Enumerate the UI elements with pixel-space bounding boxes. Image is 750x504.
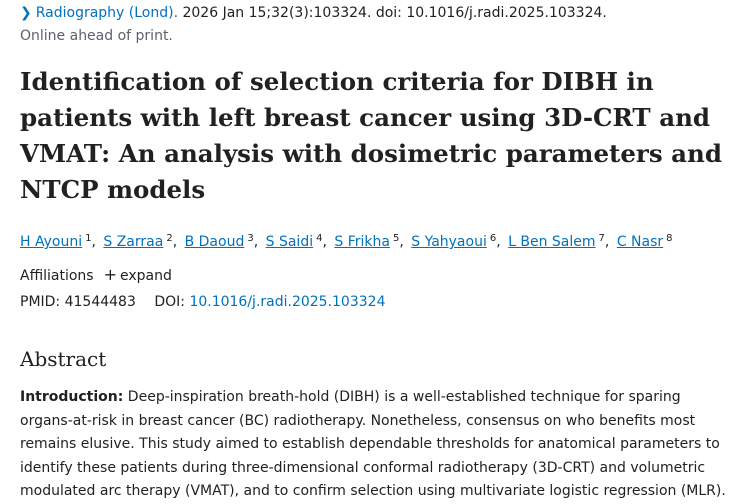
author-link[interactable]: C Nasr: [616, 234, 664, 250]
doi-label: DOI:: [154, 294, 185, 310]
journal-link[interactable]: Radiography (Lond).: [35, 5, 179, 21]
affiliation-number[interactable]: 7: [598, 233, 605, 244]
author-link[interactable]: S Frikha: [334, 234, 390, 250]
affiliation-number[interactable]: 4: [316, 233, 323, 244]
affiliation-number[interactable]: 2: [166, 233, 173, 244]
affiliation-number[interactable]: 3: [247, 233, 254, 244]
pmid-label: PMID:: [20, 294, 61, 310]
author-link[interactable]: S Zarraa: [103, 234, 164, 250]
introduction-label: Introduction:: [20, 389, 124, 405]
affiliation-number[interactable]: 1: [85, 233, 92, 244]
author-link[interactable]: H Ayouni: [20, 234, 83, 250]
article-title: Identification of selection criteria for…: [20, 67, 722, 204]
affiliations-toggle[interactable]: Affiliations + expand: [20, 265, 172, 286]
affiliations-label: Affiliations: [20, 268, 94, 284]
author-link[interactable]: S Saidi: [265, 234, 314, 250]
affiliation-number[interactable]: 8: [666, 233, 673, 244]
abstract-text: Introduction: Deep-inspiration breath-ho…: [20, 386, 732, 504]
affiliation-number[interactable]: 5: [392, 233, 400, 244]
author-link[interactable]: S Yahyaoui: [411, 234, 487, 250]
publication-status: Online ahead of print.: [20, 28, 173, 44]
citation-line: ❯ Radiography (Lond). 2026 Jan 15;32(3):1…: [20, 3, 607, 23]
abstract-heading: Abstract: [20, 347, 107, 371]
plus-icon: +: [103, 265, 117, 284]
authors-list: H Ayouni 1, S Zarraa 2, B Daoud 3, S Saidi 4…: [20, 233, 673, 250]
pmid-value: 41544483: [64, 294, 136, 310]
identifiers: PMID: 41544483 DOI: 10.1016/j.radi.2025.…: [20, 292, 385, 312]
chevron-right-icon[interactable]: ❯: [20, 5, 32, 21]
doi-link[interactable]: 10.1016/j.radi.2025.103324: [189, 294, 386, 310]
affiliation-number[interactable]: 6: [489, 233, 497, 244]
introduction-text: Deep-inspiration breath-hold (DIBH) is a…: [20, 389, 726, 499]
expand-label: expand: [120, 268, 172, 284]
author-link[interactable]: B Daoud: [184, 234, 245, 250]
citation-details: 2026 Jan 15;32(3):103324. doi: 10.1016/j…: [178, 5, 607, 21]
author-link[interactable]: L Ben Salem: [508, 234, 596, 250]
